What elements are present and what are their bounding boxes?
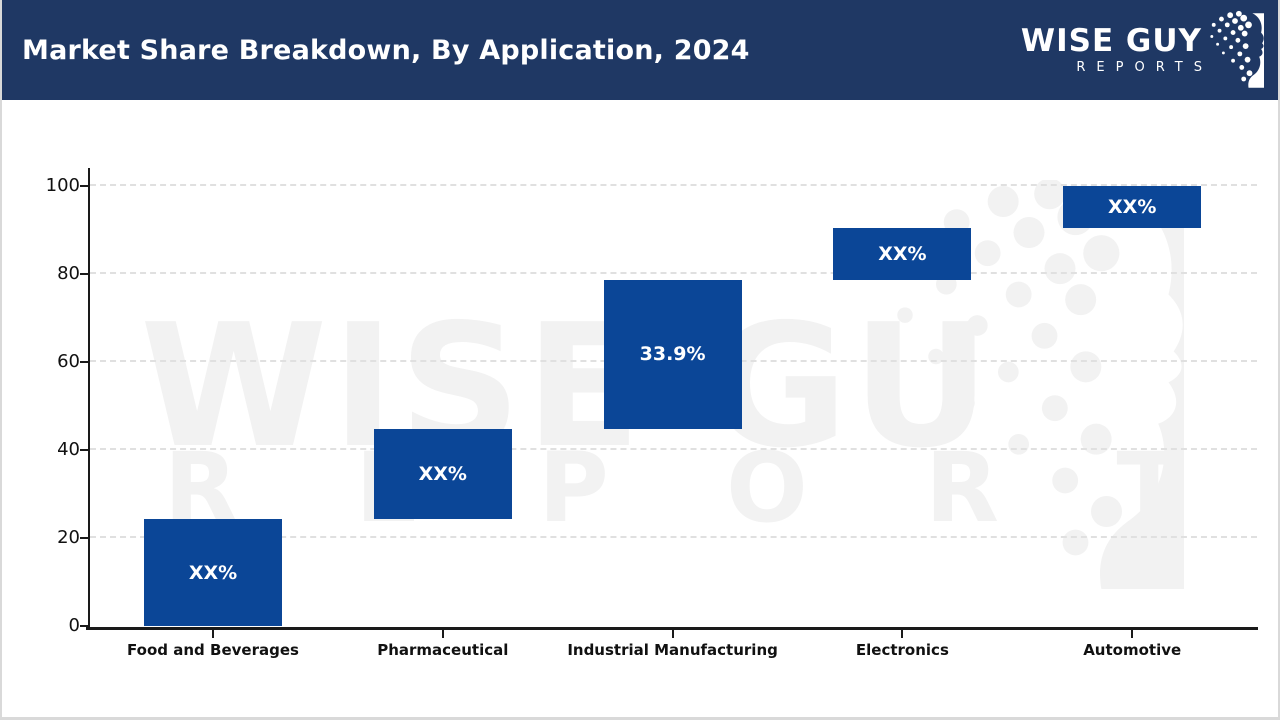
x-category-label-electronics: Electronics bbox=[855, 641, 949, 659]
brand-logo-text: WISE GUY REPORTS bbox=[1020, 23, 1202, 75]
x-category-label-food-and-beverages: Food and Beverages bbox=[127, 641, 299, 659]
x-tick-food-and-beverages bbox=[212, 630, 214, 638]
x-tick-industrial-manufacturing bbox=[671, 630, 674, 638]
bar-pharmaceutical: XX% bbox=[373, 428, 512, 520]
brand-logo: WISE GUY REPORTS bbox=[1021, 10, 1264, 90]
bar-industrial-manufacturing: 33.9% bbox=[603, 279, 742, 429]
bar-value-label: XX% bbox=[1108, 195, 1157, 218]
y-tick-label-20: 20 bbox=[57, 526, 80, 548]
x-category-label-automotive: Automotive bbox=[1083, 641, 1182, 659]
plot-area: XX% XX% 33.9% XX% XX% bbox=[90, 170, 1257, 626]
bar-food-and-beverages: XX% bbox=[144, 519, 282, 626]
header-bar: Market Share Breakdown, By Application, … bbox=[2, 0, 1278, 100]
x-tick-electronics bbox=[901, 630, 904, 638]
y-tick-mark-20 bbox=[80, 536, 89, 539]
bar-electronics: XX% bbox=[833, 227, 972, 280]
y-tick-mark-100 bbox=[80, 184, 89, 187]
y-tick-label-40: 40 bbox=[57, 438, 80, 460]
x-category-label-pharmaceutical: Pharmaceutical bbox=[377, 641, 509, 659]
y-tick-label-0: 0 bbox=[68, 615, 80, 636]
x-tick-automotive bbox=[1131, 630, 1134, 638]
gridline-80 bbox=[90, 271, 1257, 274]
chart-title: Market Share Breakdown, By Application, … bbox=[22, 34, 750, 66]
x-axis-line bbox=[86, 627, 1258, 630]
gridline-100 bbox=[90, 183, 1257, 186]
y-tick-label-60: 60 bbox=[57, 350, 80, 372]
bar-automotive: XX% bbox=[1063, 185, 1202, 228]
bar-value-label: 33.9% bbox=[639, 343, 706, 366]
bar-value-label: XX% bbox=[418, 462, 467, 485]
bar-value-label: XX% bbox=[188, 561, 238, 584]
brand-subname: REPORTS bbox=[1076, 60, 1213, 75]
y-tick-label-100: 100 bbox=[45, 174, 80, 196]
gridline-20 bbox=[90, 535, 1257, 538]
brand-face-icon bbox=[1210, 10, 1264, 88]
watermark-text-1: WISE GU bbox=[140, 288, 995, 486]
brand-name: WISE GUY bbox=[1020, 23, 1202, 59]
y-axis-line bbox=[88, 168, 90, 629]
y-tick-mark-40 bbox=[80, 448, 89, 451]
bar-value-label: XX% bbox=[878, 242, 927, 265]
x-category-label-industrial-manufacturing: Industrial Manufacturing bbox=[567, 641, 778, 659]
y-tick-mark-80 bbox=[80, 272, 89, 275]
y-tick-label-80: 80 bbox=[57, 262, 80, 284]
x-tick-pharmaceutical bbox=[441, 630, 444, 638]
gridline-40 bbox=[90, 447, 1257, 450]
y-tick-mark-60 bbox=[80, 360, 89, 363]
y-tick-mark-0 bbox=[80, 625, 89, 627]
